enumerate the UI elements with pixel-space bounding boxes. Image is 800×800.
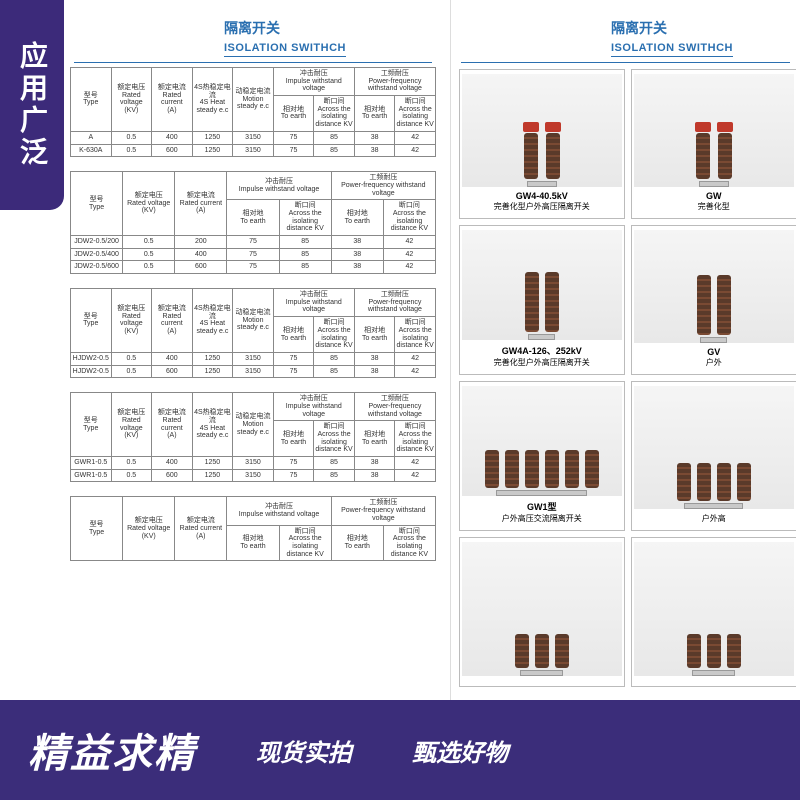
product-image	[462, 230, 622, 340]
product-desc: 完善化型	[698, 201, 730, 212]
spec-table: 型号Type 额定电压Rated voltage(KV) 额定电流Rated c…	[70, 171, 436, 274]
product-desc: 完善化型户外高压隔离开关	[494, 201, 590, 212]
product-image	[634, 542, 795, 676]
product-image	[634, 230, 795, 343]
product-card: GW4-40.5kV 完善化型户外高压隔离开关	[459, 69, 625, 219]
product-image	[634, 74, 795, 187]
product-card	[459, 537, 625, 687]
right-column: 隔离开关 ISOLATION SWITHCH GW4-40.5kV 完善化型户外…	[450, 0, 800, 700]
catalog-page: 应用广泛 隔离开关 ISOLATION SWITHCH 型号Type 额定电压R…	[0, 0, 800, 800]
spec-tables: 型号Type 额定电压Rated voltage(KV) 额定电流Rated c…	[64, 61, 442, 561]
product-code: GW4A-126、252kV	[502, 344, 582, 357]
heading-cn: 隔离开关	[224, 18, 442, 38]
product-code: GW	[706, 191, 722, 201]
left-column: 隔离开关 ISOLATION SWITHCH 型号Type 额定电压Rated …	[64, 0, 442, 700]
product-card: GW1型 户外高压交流隔离开关	[459, 381, 625, 531]
spec-table: 型号Type 额定电压Rated voltage(KV) 额定电流Rated c…	[70, 392, 436, 482]
spec-table: 型号Type 额定电压Rated voltage(KV) 额定电流Rated c…	[70, 67, 436, 157]
product-card: GW4A-126、252kV 完善化型户外高压隔离开关	[459, 225, 625, 375]
left-heading: 隔离开关 ISOLATION SWITHCH	[64, 0, 442, 61]
product-card	[631, 537, 797, 687]
product-desc: 户外高压交流隔离开关	[502, 513, 582, 524]
badge-applications: 应用广泛	[0, 0, 64, 210]
ribbon-sub2: 甄选好物	[412, 733, 508, 768]
product-code: GV	[707, 347, 720, 357]
product-card: 户外高	[631, 381, 797, 531]
product-grid: GW4-40.5kV 完善化型户外高压隔离开关 GW 完善化型	[451, 61, 800, 687]
spec-table: 型号Type 额定电压Rated voltage(KV) 额定电流Rated c…	[70, 496, 436, 561]
product-image	[462, 386, 622, 496]
product-card: GW 完善化型	[631, 69, 797, 219]
bottom-ribbon: 精益求精 现货实拍 甄选好物	[0, 700, 800, 800]
product-image	[462, 74, 622, 187]
heading-cn: 隔离开关	[611, 18, 800, 38]
right-heading: 隔离开关 ISOLATION SWITHCH	[451, 0, 800, 61]
product-card: GV 户外	[631, 225, 797, 375]
ribbon-slogan: 精益求精	[28, 721, 196, 779]
ribbon-sub1: 现货实拍	[256, 733, 352, 768]
product-image	[634, 386, 795, 509]
spec-table: 型号Type 额定电压Rated voltage(KV) 额定电流Rated c…	[70, 288, 436, 378]
heading-en: ISOLATION SWITHCH	[611, 42, 733, 57]
product-code: GW1型	[527, 500, 557, 513]
product-desc: 户外	[706, 357, 722, 368]
product-code: GW4-40.5kV	[516, 191, 568, 201]
product-image	[462, 542, 622, 676]
product-desc: 户外高	[702, 513, 726, 524]
product-desc: 完善化型户外高压隔离开关	[494, 357, 590, 368]
heading-en: ISOLATION SWITHCH	[224, 42, 346, 57]
